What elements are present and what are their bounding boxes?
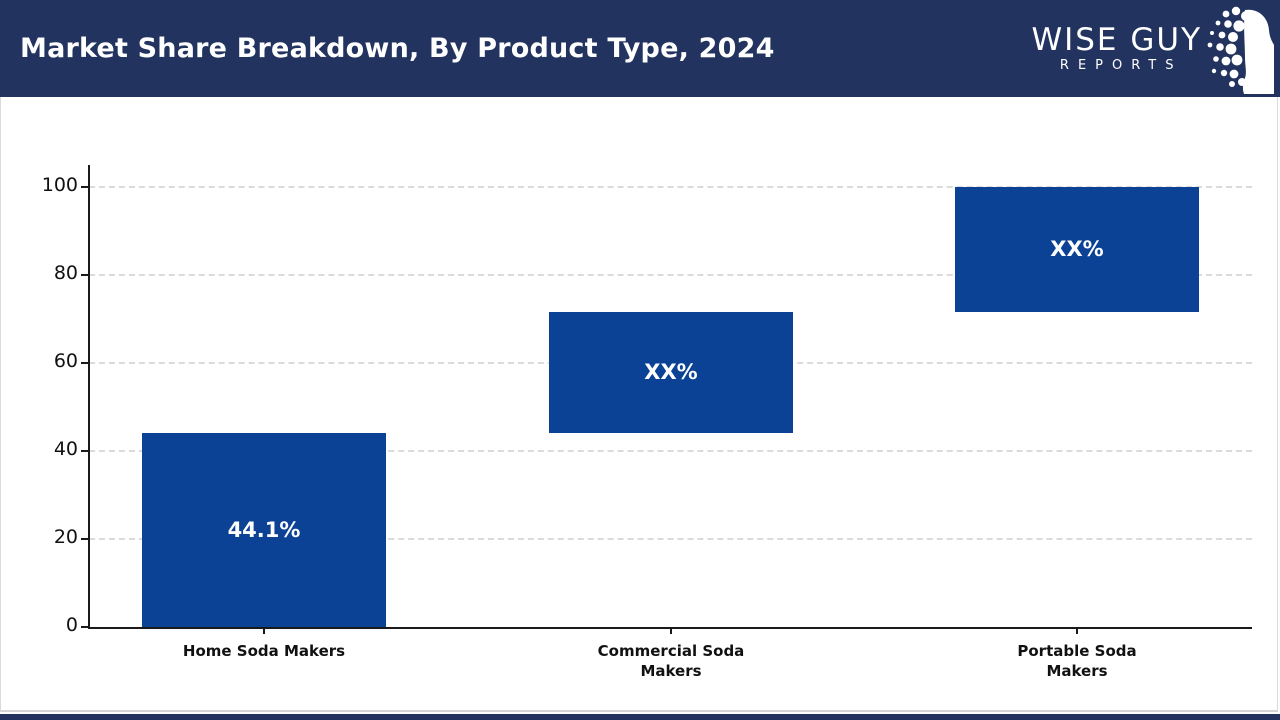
logo-head-icon bbox=[1207, 6, 1274, 94]
x-category-label: Home Soda Makers bbox=[104, 641, 424, 661]
bar-value-label: XX% bbox=[644, 360, 698, 385]
bar: 44.1% bbox=[142, 432, 386, 627]
x-tick-mark bbox=[670, 627, 672, 634]
x-category-label-line: Home Soda Makers bbox=[182, 642, 346, 660]
y-gridline bbox=[89, 185, 1252, 188]
bar-value-label: 44.1% bbox=[227, 517, 301, 542]
header-bar: Market Share Breakdown, By Product Type,… bbox=[0, 0, 1280, 97]
logo-subtitle: REPORTS bbox=[1059, 57, 1183, 73]
y-gridline bbox=[89, 273, 1252, 276]
x-category-label: Portable Soda Makers bbox=[917, 641, 1237, 682]
y-tick-mark bbox=[81, 361, 89, 364]
y-gridline bbox=[89, 449, 1252, 452]
y-tick-mark bbox=[81, 626, 89, 628]
x-tick-mark bbox=[1076, 627, 1078, 634]
y-axis bbox=[88, 164, 90, 629]
y-tick-label: 60 bbox=[53, 349, 78, 372]
bar-value-label: XX% bbox=[1050, 237, 1104, 262]
footer-bar bbox=[0, 714, 1280, 720]
y-tick-label: 100 bbox=[41, 173, 78, 196]
y-tick-mark bbox=[81, 185, 89, 188]
x-category-label-line: Commercial Soda bbox=[597, 642, 745, 660]
x-category-label-line: Portable Soda bbox=[1017, 642, 1137, 660]
bar: XX% bbox=[955, 186, 1199, 313]
x-category-label-line: Makers bbox=[640, 662, 702, 681]
x-category-label: Commercial Soda Makers bbox=[511, 641, 831, 682]
y-gridline bbox=[89, 537, 1252, 540]
logo-text: WISE GUY REPORTS bbox=[1031, 24, 1202, 73]
y-tick-label: 40 bbox=[53, 437, 78, 460]
y-tick-label: 20 bbox=[53, 525, 78, 548]
x-tick-mark bbox=[263, 627, 265, 634]
bar: XX% bbox=[549, 312, 793, 433]
y-tick-mark bbox=[81, 449, 89, 452]
wise-guy-reports-logo: WISE GUY REPORTS bbox=[1031, 4, 1280, 94]
logo-wordmark: WISE GUY bbox=[1031, 22, 1202, 59]
page-title: Market Share Breakdown, By Product Type,… bbox=[20, 33, 775, 64]
y-tick-mark bbox=[81, 537, 89, 540]
x-category-label-line: Makers bbox=[1046, 662, 1108, 681]
y-tick-mark bbox=[81, 273, 89, 276]
y-tick-label: 0 bbox=[65, 614, 78, 636]
y-tick-label: 80 bbox=[53, 261, 78, 284]
